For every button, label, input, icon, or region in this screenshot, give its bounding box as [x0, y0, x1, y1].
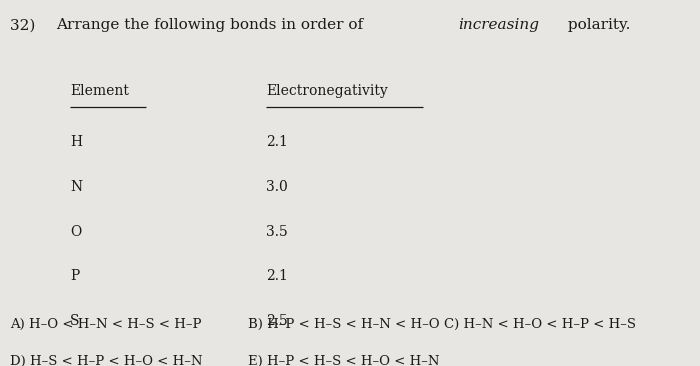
Text: E) H–P < H–S < H–O < H–N: E) H–P < H–S < H–O < H–N	[248, 355, 440, 366]
Text: 2.1: 2.1	[266, 135, 288, 149]
Text: 2.5: 2.5	[266, 314, 288, 328]
Text: Electronegativity: Electronegativity	[266, 84, 388, 98]
Text: polarity.: polarity.	[563, 18, 630, 32]
Text: S: S	[70, 314, 80, 328]
Text: increasing: increasing	[458, 18, 540, 32]
Text: Arrange the following bonds in order of: Arrange the following bonds in order of	[56, 18, 368, 32]
Text: P: P	[70, 269, 79, 283]
Text: D) H–S < H–P < H–O < H–N: D) H–S < H–P < H–O < H–N	[10, 355, 203, 366]
Text: A) H–O < H–N < H–S < H–P: A) H–O < H–N < H–S < H–P	[10, 318, 202, 332]
Text: 3.0: 3.0	[266, 180, 288, 194]
Text: Element: Element	[70, 84, 129, 98]
Text: N: N	[70, 180, 82, 194]
Text: 2.1: 2.1	[266, 269, 288, 283]
Text: O: O	[70, 225, 81, 239]
Text: H: H	[70, 135, 82, 149]
Text: 3.5: 3.5	[266, 225, 288, 239]
Text: C) H–N < H–O < H–P < H–S: C) H–N < H–O < H–P < H–S	[444, 318, 636, 332]
Text: 32): 32)	[10, 18, 46, 32]
Text: B) H–P < H–S < H–N < H–O: B) H–P < H–S < H–N < H–O	[248, 318, 440, 332]
